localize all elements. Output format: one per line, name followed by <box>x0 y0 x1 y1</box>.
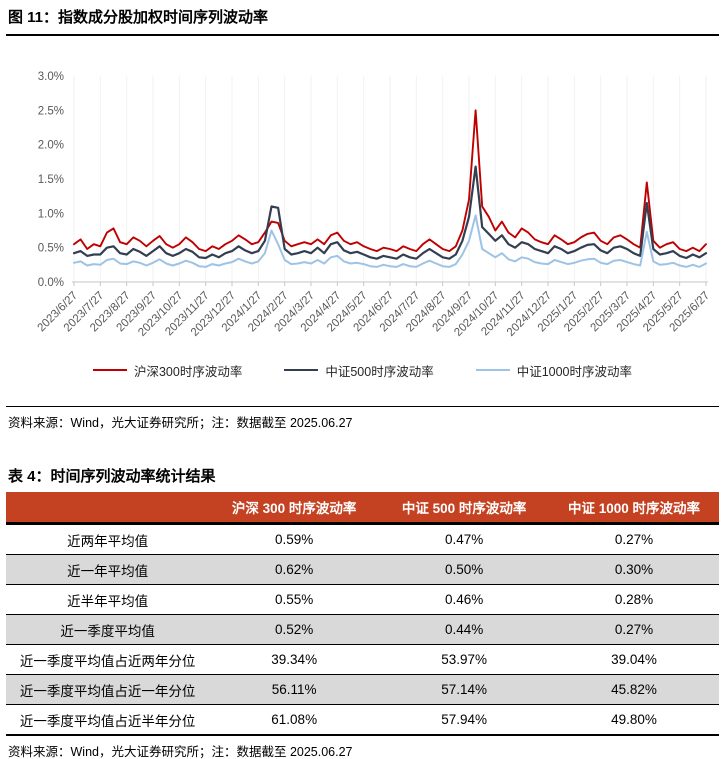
table-row: 近一季度平均值占近半年分位 61.08% 57.94% 49.80% <box>6 704 719 736</box>
svg-text:1.0%: 1.0% <box>38 208 64 220</box>
cell-value: 49.80% <box>549 704 719 736</box>
cell-value: 57.94% <box>379 704 550 736</box>
figure-source-note: 资料来源：Wind，光大证券研究所；注：数据截至 2025.06.27 <box>8 416 353 430</box>
header-cell-empty <box>6 492 210 525</box>
cell-value: 0.30% <box>549 554 719 585</box>
cell-value: 0.27% <box>549 614 719 645</box>
svg-text:3.0%: 3.0% <box>38 71 64 83</box>
csi1000-line-swatch <box>475 369 510 371</box>
cell-value: 61.08% <box>209 704 380 736</box>
svg-text:2.5%: 2.5% <box>38 105 64 117</box>
chart-legend: 沪深300时序波动率 中证500时序波动率 中证1000时序波动率 <box>6 361 719 380</box>
legend-item-csi1000: 中证1000时序波动率 <box>475 361 633 380</box>
header-cell-csi500: 中证 500 时序波动率 <box>379 492 550 525</box>
row-label: 近一季度平均值占近两年分位 <box>6 644 210 675</box>
hs300-line-swatch <box>92 369 127 371</box>
title-divider <box>6 34 719 36</box>
header-cell-hs300: 沪深 300 时序波动率 <box>209 492 380 525</box>
table-row: 近半年平均值 0.55% 0.46% 0.28% <box>6 584 719 615</box>
cell-value: 57.14% <box>379 674 550 705</box>
table-row: 近一季度平均值占近一年分位 56.11% 57.14% 45.82% <box>6 674 719 705</box>
svg-text:0.5%: 0.5% <box>38 243 64 255</box>
cell-value: 45.82% <box>549 674 719 705</box>
table-row: 近两年平均值 0.59% 0.47% 0.27% <box>6 523 719 555</box>
cell-value: 0.52% <box>209 614 380 645</box>
cell-value: 0.59% <box>209 523 380 555</box>
cell-value: 39.34% <box>209 644 380 675</box>
cell-value: 0.55% <box>209 584 380 615</box>
figure-bottom-divider <box>6 406 719 407</box>
legend-label: 中证500时序波动率 <box>325 364 434 379</box>
row-label: 近半年平均值 <box>6 584 210 615</box>
time-series-volatility-plot: 0.0%0.5%1.0%1.5%2.0%2.5%3.0%2023/6/27202… <box>35 71 712 339</box>
cell-value: 0.62% <box>209 554 380 585</box>
svg-text:0.0%: 0.0% <box>38 277 64 289</box>
row-label: 近一季度平均值占近半年分位 <box>6 704 210 736</box>
row-label: 近一季度平均值 <box>6 614 210 645</box>
cell-value: 0.47% <box>379 523 550 555</box>
svg-text:1.5%: 1.5% <box>38 174 64 186</box>
cell-value: 0.50% <box>379 554 550 585</box>
volatility-chart: 0.0% 0.5% 1.0% 1.5% 2.0% 2.5% 3.0% 2023/6/27 202… <box>6 62 719 380</box>
table-source-note: 资料来源：Wind，光大证券研究所；注：数据截至 2025.06.27 <box>8 745 353 759</box>
legend-label: 中证1000时序波动率 <box>516 364 633 379</box>
volatility-stats-table: 沪深 300 时序波动率 中证 500 时序波动率 中证 1000 时序波动率 … <box>6 492 719 736</box>
cell-value: 0.28% <box>549 584 719 615</box>
table-row: 近一年平均值 0.62% 0.50% 0.30% <box>6 554 719 585</box>
cell-value: 0.44% <box>379 614 550 645</box>
cell-value: 0.27% <box>549 523 719 555</box>
row-label: 近一年平均值 <box>6 554 210 585</box>
cell-value: 56.11% <box>209 674 380 705</box>
cell-value: 39.04% <box>549 644 719 675</box>
table-row: 近一季度平均值 0.52% 0.44% 0.27% <box>6 614 719 645</box>
cell-value: 53.97% <box>379 644 550 675</box>
legend-item-csi500: 中证500时序波动率 <box>284 361 434 380</box>
table-title: 表 4：时间序列波动率统计结果 <box>8 468 216 485</box>
svg-text:2.0%: 2.0% <box>38 140 64 152</box>
figure-title: 图 11：指数成分股加权时间序列波动率 <box>8 9 269 26</box>
header-cell-csi1000: 中证 1000 时序波动率 <box>549 492 719 525</box>
cell-value: 0.46% <box>379 584 550 615</box>
table-header-row: 沪深 300 时序波动率 中证 500 时序波动率 中证 1000 时序波动率 <box>6 492 719 525</box>
row-label: 近两年平均值 <box>6 523 210 555</box>
csi500-line-swatch <box>284 369 319 371</box>
table-row: 近一季度平均值占近两年分位 39.34% 53.97% 39.04% <box>6 644 719 675</box>
row-label: 近一季度平均值占近一年分位 <box>6 674 210 705</box>
legend-label: 沪深300时序波动率 <box>133 364 243 379</box>
legend-item-hs300: 沪深300时序波动率 <box>92 361 243 380</box>
